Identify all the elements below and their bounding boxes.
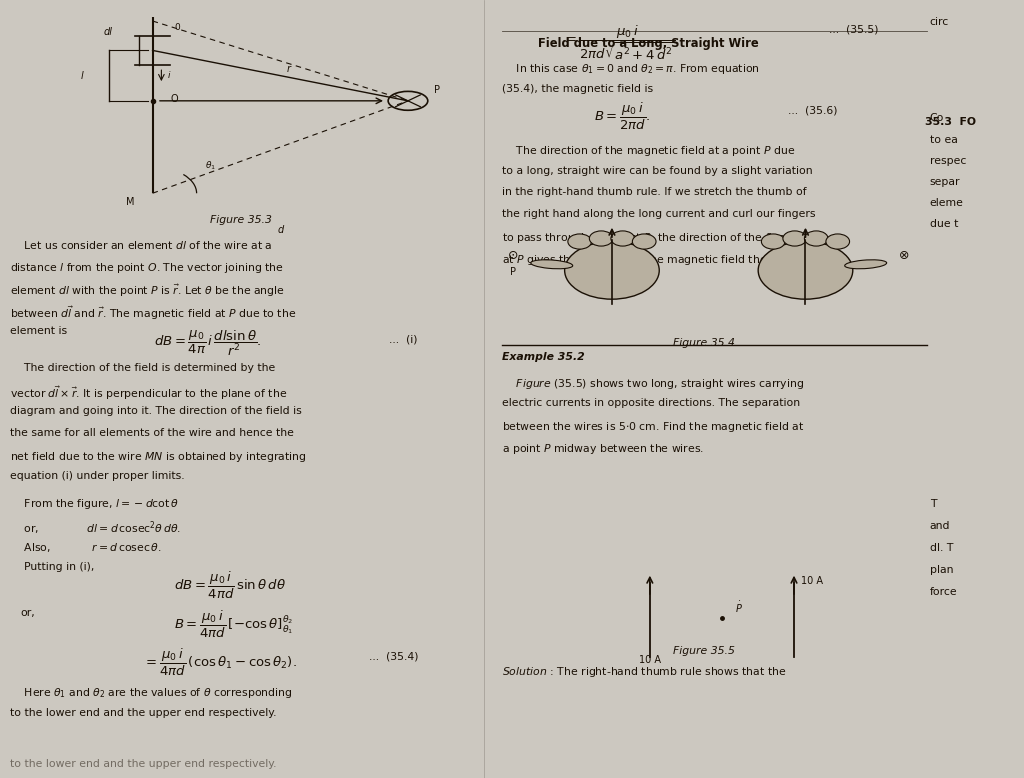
Text: M: M (126, 198, 135, 208)
Text: ...  (35.4): ... (35.4) (369, 651, 418, 661)
Text: From the figure, $l = -d\cot\theta$: From the figure, $l = -d\cot\theta$ (10, 497, 179, 511)
Text: between the wires is 5$\cdot$0 cm. Find the magnetic field at: between the wires is 5$\cdot$0 cm. Find … (502, 420, 804, 434)
Ellipse shape (568, 234, 592, 249)
Text: 10 A: 10 A (801, 576, 822, 586)
Text: Here $\theta_1$ and $\theta_2$ are the values of $\theta$ corresponding: Here $\theta_1$ and $\theta_2$ are the v… (10, 686, 293, 700)
Text: P: P (510, 267, 516, 277)
Ellipse shape (826, 234, 850, 249)
Text: element is: element is (10, 326, 68, 336)
Text: $dB = \dfrac{\mu_0}{4\pi}\, i\, \dfrac{dl\sin\theta}{r^2}.$: $dB = \dfrac{\mu_0}{4\pi}\, i\, \dfrac{d… (154, 328, 261, 358)
Text: r: r (287, 65, 291, 75)
Text: Putting in (i),: Putting in (i), (10, 562, 94, 573)
Text: to the lower end and the upper end respectively.: to the lower end and the upper end respe… (10, 708, 276, 718)
Text: In this case $\theta_1=0$ and $\theta_2=\pi$. From equation: In this case $\theta_1=0$ and $\theta_2=… (502, 62, 760, 76)
Text: Figure 35.3: Figure 35.3 (210, 215, 271, 225)
Ellipse shape (783, 231, 807, 246)
Text: d: d (278, 225, 284, 235)
Text: $B = \dfrac{\mu_0\, i}{4\pi d}\,[-\cos\theta]_{\theta_1}^{\theta_2}$: $B = \dfrac{\mu_0\, i}{4\pi d}\,[-\cos\t… (174, 608, 293, 640)
Text: Figure 35.4: Figure 35.4 (673, 338, 735, 349)
Text: at $P$ gives the direction of the magnetic field there.: at $P$ gives the direction of the magnet… (502, 253, 781, 267)
Text: 35.3  FO: 35.3 FO (925, 117, 976, 127)
Text: dl. T: dl. T (930, 543, 953, 553)
Text: Example 35.2: Example 35.2 (502, 352, 585, 362)
Text: The direction of the field is determined by the: The direction of the field is determined… (10, 363, 275, 373)
Text: eleme: eleme (930, 198, 964, 208)
Text: in the right-hand thumb rule. If we stretch the thumb of: in the right-hand thumb rule. If we stre… (502, 187, 806, 198)
Text: O: O (170, 93, 178, 103)
Text: to ea: to ea (930, 135, 957, 145)
Text: l: l (81, 71, 84, 81)
Text: ⊙: ⊙ (508, 249, 518, 261)
Text: dl: dl (104, 26, 113, 37)
Text: between $d\vec{l}$ and $\vec{r}$. The magnetic field at $P$ due to the: between $d\vec{l}$ and $\vec{r}$. The ma… (10, 304, 297, 322)
Text: Let us consider an element $dl$ of the wire at a: Let us consider an element $dl$ of the w… (10, 239, 272, 251)
Text: a point $P$ midway between the wires.: a point $P$ midway between the wires. (502, 442, 703, 456)
Text: to a long, straight wire can be found by a slight variation: to a long, straight wire can be found by… (502, 166, 812, 176)
Text: T: T (930, 499, 936, 510)
Text: force: force (930, 587, 957, 597)
Ellipse shape (564, 241, 659, 300)
Ellipse shape (758, 241, 853, 300)
Text: (35.4), the magnetic field is: (35.4), the magnetic field is (502, 84, 653, 94)
Text: $= \dfrac{\mu_0\, i}{2\pi d\sqrt{a^2+4\,d^2}}$: $= \dfrac{\mu_0\, i}{2\pi d\sqrt{a^2+4\,… (563, 23, 676, 61)
Text: the same for all elements of the wire and hence the: the same for all elements of the wire an… (10, 428, 294, 438)
Text: Co: Co (930, 113, 944, 123)
Ellipse shape (845, 260, 887, 268)
Text: separ: separ (930, 177, 961, 187)
Ellipse shape (530, 260, 572, 268)
Text: P: P (434, 86, 440, 96)
Text: distance $l$ from the point $O$. The vector joining the: distance $l$ from the point $O$. The vec… (10, 261, 284, 275)
Text: 0: 0 (174, 23, 180, 32)
Text: $= \dfrac{\mu_0\, i}{4\pi d}\,(\cos\theta_1 - \cos\theta_2).$: $= \dfrac{\mu_0\, i}{4\pi d}\,(\cos\thet… (143, 647, 297, 678)
Text: or,              $dl = d\,\mathrm{cosec}^2\theta\, d\theta$.: or, $dl = d\,\mathrm{cosec}^2\theta\, d\… (10, 519, 181, 537)
Text: $\it{Figure}$ (35.5) shows two long, straight wires carrying: $\it{Figure}$ (35.5) shows two long, str… (502, 377, 804, 391)
Ellipse shape (805, 231, 828, 246)
Text: Field due to a Long, Straight Wire: Field due to a Long, Straight Wire (538, 37, 758, 51)
Text: 10 A: 10 A (639, 655, 660, 665)
Text: or,: or, (20, 608, 35, 619)
Text: ...  (35.6): ... (35.6) (788, 105, 838, 115)
Text: ⊗: ⊗ (899, 249, 909, 261)
Text: $\theta_1$: $\theta_1$ (206, 159, 216, 171)
Text: ...  (35.5): ... (35.5) (829, 25, 879, 35)
Text: Also,            $r = d\,\mathrm{cosec}\,\theta$.: Also, $r = d\,\mathrm{cosec}\,\theta$. (10, 541, 162, 554)
Text: element $dl$ with the point $P$ is $\vec{r}$. Let $\theta$ be the angle: element $dl$ with the point $P$ is $\vec… (10, 282, 285, 299)
Text: electric currents in opposite directions. The separation: electric currents in opposite directions… (502, 398, 800, 408)
Text: and: and (930, 521, 950, 531)
Ellipse shape (611, 231, 635, 246)
Text: equation (i) under proper limits.: equation (i) under proper limits. (10, 471, 185, 482)
Text: plan: plan (930, 565, 953, 575)
Ellipse shape (590, 231, 613, 246)
Text: Figure 35.5: Figure 35.5 (673, 646, 735, 656)
Text: the right hand along the long current and curl our fingers: the right hand along the long current an… (502, 209, 815, 219)
Text: to the lower end and the upper end respectively.: to the lower end and the upper end respe… (10, 759, 276, 769)
Text: diagram and going into it. The direction of the field is: diagram and going into it. The direction… (10, 406, 302, 416)
Text: net field due to the wire $MN$ is obtained by integrating: net field due to the wire $MN$ is obtain… (10, 450, 307, 464)
Ellipse shape (762, 234, 785, 249)
Text: $B = \dfrac{\mu_0\, i}{2\pi d}.$: $B = \dfrac{\mu_0\, i}{2\pi d}.$ (594, 101, 650, 132)
Text: respec: respec (930, 156, 967, 166)
Text: ...  (i): ... (i) (389, 335, 418, 345)
Text: due t: due t (930, 219, 958, 229)
Text: The direction of the magnetic field at a point $P$ due: The direction of the magnetic field at a… (502, 144, 795, 158)
Ellipse shape (633, 234, 656, 249)
Text: circ: circ (930, 17, 949, 27)
Text: $dB = \dfrac{\mu_0\, i}{4\pi d}\,\sin\theta\, d\theta$: $dB = \dfrac{\mu_0\, i}{4\pi d}\,\sin\th… (174, 569, 286, 601)
Text: to pass through the point $P$, the direction of the fingers: to pass through the point $P$, the direc… (502, 231, 804, 245)
Text: $\it{Solution}$ : The right-hand thumb rule shows that the: $\it{Solution}$ : The right-hand thumb r… (502, 665, 786, 679)
Text: $\dot{P}$: $\dot{P}$ (735, 600, 742, 615)
Text: i: i (168, 71, 170, 80)
Text: vector $d\vec{l}\times\vec{r}$. It is perpendicular to the plane of the: vector $d\vec{l}\times\vec{r}$. It is pe… (10, 384, 288, 402)
